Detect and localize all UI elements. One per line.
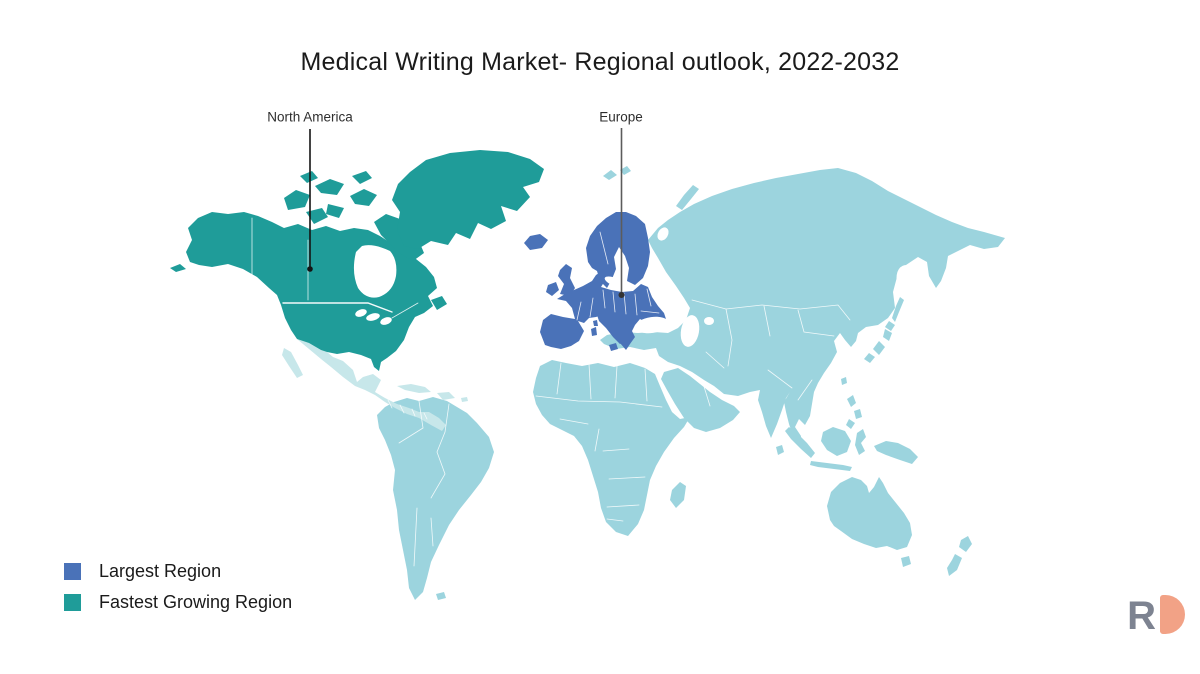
- region-italy: [597, 311, 625, 344]
- region-scandinavia: [586, 212, 650, 288]
- europe-label: Europe: [599, 109, 643, 125]
- region-ireland: [546, 282, 559, 296]
- logo-d-shape-icon: [1160, 595, 1185, 634]
- hudson-bay: [353, 245, 397, 298]
- black-sea: [635, 316, 669, 334]
- largest-region-label: Largest Region: [99, 560, 222, 581]
- logo-letter-r: R: [1127, 594, 1156, 638]
- region-europe: [524, 212, 666, 351]
- legend-item-fastest-growing-region: Fastest Growing Region: [64, 591, 293, 612]
- region-arabia: [661, 368, 740, 432]
- page-title: Medical Writing Market- Regional outlook…: [300, 48, 900, 76]
- country-borders: [251, 217, 851, 567]
- baltic-sea: [604, 276, 626, 288]
- region-australia: [827, 477, 912, 550]
- largest-region-swatch: [64, 562, 81, 580]
- region-africa: [533, 360, 690, 536]
- region-iceland: [524, 234, 548, 250]
- region-greenland: [392, 150, 544, 249]
- region-madagascar: [670, 482, 686, 508]
- europe-leader-dot: [618, 292, 625, 298]
- aral-sea: [704, 317, 714, 325]
- fastest-growing-region-label: Fastest Growing Region: [99, 591, 293, 612]
- fastest-growing-region-swatch: [64, 593, 81, 611]
- brand-logo: R: [1127, 594, 1185, 638]
- white-sea: [657, 227, 669, 241]
- region-asia: [600, 166, 1005, 471]
- region-uk: [558, 264, 575, 296]
- north-america-label: North America: [267, 109, 353, 125]
- legend: Largest Region Fastest Growing Region: [64, 560, 293, 624]
- sea-of-okhotsk: [896, 265, 926, 303]
- sea-overlays: [353, 227, 926, 347]
- region-oceania: [827, 477, 972, 576]
- region-mexico-central-america: [282, 339, 468, 431]
- region-south-america: [377, 397, 494, 600]
- legend-item-largest-region: Largest Region: [64, 560, 292, 581]
- north-america-leader-dot: [307, 266, 313, 272]
- annotation-leaders: [307, 128, 625, 298]
- caspian-sea: [680, 315, 700, 347]
